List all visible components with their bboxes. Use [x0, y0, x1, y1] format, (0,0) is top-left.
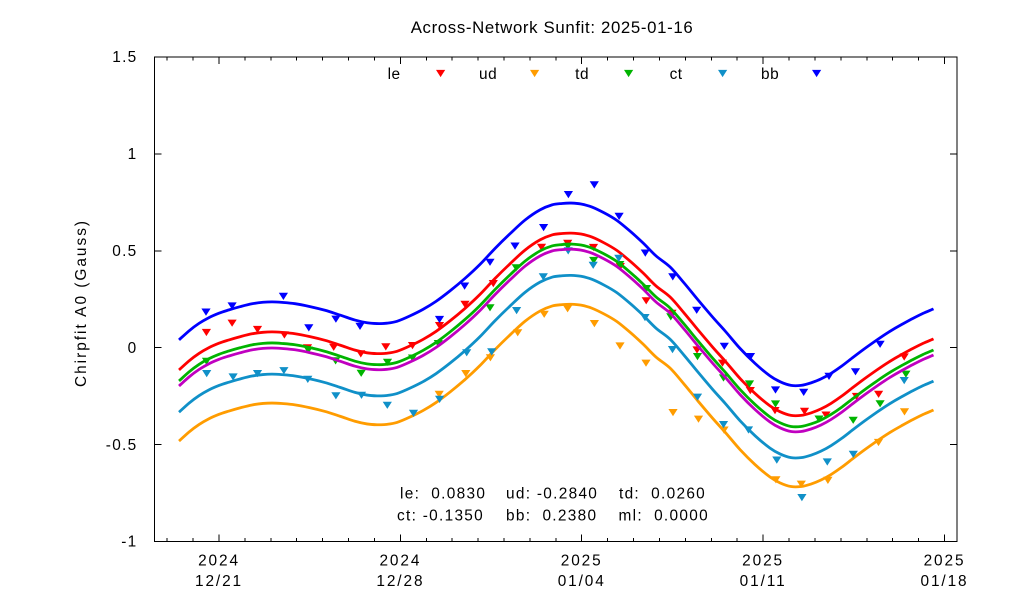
svg-text:-1: -1	[121, 534, 137, 551]
svg-text:12/28: 12/28	[376, 573, 424, 590]
svg-text:12/21: 12/21	[195, 573, 243, 590]
svg-text:01/11: 01/11	[740, 573, 787, 590]
svg-text:ud: ud	[479, 66, 497, 83]
svg-text:ct: ct	[670, 66, 683, 83]
svg-text:Across-Network Sunfit: 2025-01: Across-Network Sunfit: 2025-01-16	[411, 18, 694, 37]
svg-text:le: 0.0830: le: 0.0830	[400, 485, 486, 502]
svg-text:td: 0.0260: td: 0.0260	[619, 485, 706, 502]
svg-text:0: 0	[128, 340, 138, 357]
svg-text:bb: bb	[761, 66, 779, 83]
svg-text:le: le	[388, 66, 401, 83]
svg-text:ml: 0.0000: ml: 0.0000	[619, 508, 709, 525]
svg-text:0.5: 0.5	[112, 243, 137, 260]
svg-text:-0.5: -0.5	[106, 437, 138, 454]
svg-text:bb: 0.2380: bb: 0.2380	[506, 508, 597, 525]
svg-text:01/18: 01/18	[920, 573, 968, 590]
svg-text:2024: 2024	[198, 553, 240, 570]
svg-text:01/04: 01/04	[558, 573, 606, 590]
svg-text:2025: 2025	[924, 553, 966, 570]
svg-text:1.5: 1.5	[112, 49, 137, 66]
svg-text:td: td	[575, 66, 589, 83]
svg-text:2025: 2025	[742, 553, 784, 570]
svg-text:2025: 2025	[561, 553, 603, 570]
svg-text:2024: 2024	[379, 553, 421, 570]
svg-text:ud: -0.2840: ud: -0.2840	[506, 485, 598, 502]
svg-text:1: 1	[128, 146, 138, 163]
svg-text:Chirpfit A0 (Gauss): Chirpfit A0 (Gauss)	[73, 219, 90, 387]
svg-text:ct: -0.1350: ct: -0.1350	[397, 508, 484, 525]
